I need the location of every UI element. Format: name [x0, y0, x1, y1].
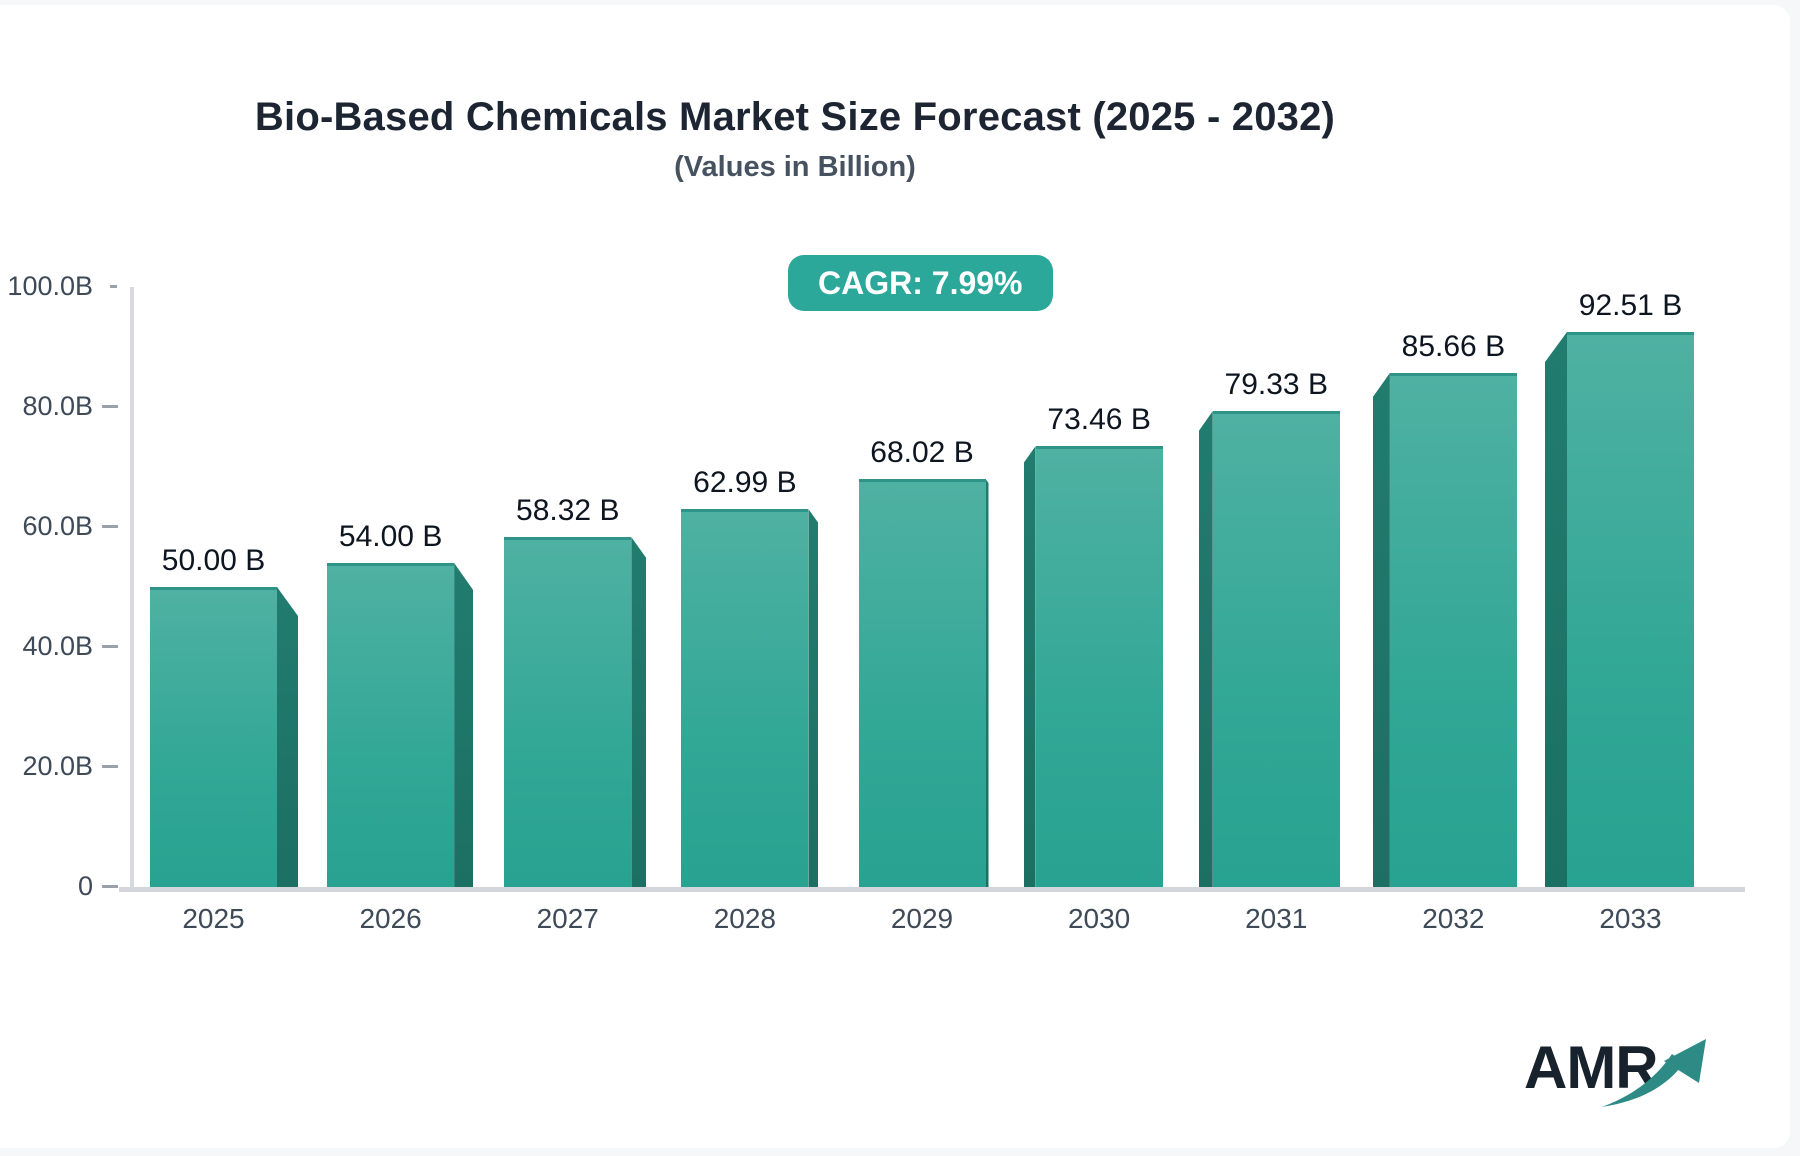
bar-value-label: 54.00 B: [338, 520, 443, 553]
x-tick-label: 2028: [713, 903, 777, 934]
chart-title: Bio-Based Chemicals Market Size Forecast…: [254, 95, 1336, 139]
bar-value-label: 73.46 B: [1047, 403, 1151, 436]
bar: [1035, 446, 1163, 887]
bar-side-face: [1372, 373, 1390, 887]
x-axis-line: [119, 887, 1745, 892]
x-tick-label: 2030: [1067, 903, 1131, 934]
y-tick-label: 100.0B: [7, 271, 93, 301]
bar-value-label: 68.02 B: [870, 436, 974, 469]
x-tick-label: 2026: [359, 903, 422, 934]
cagr-badge: CAGR: 7.99%: [788, 255, 1053, 311]
chart-card: Bio-Based Chemicals Market Size Forecast…: [0, 5, 1790, 1148]
bar: [681, 509, 809, 887]
bar: [504, 537, 632, 887]
x-tick-label: 2033: [1599, 903, 1662, 934]
bar-value-label: 58.32 B: [516, 494, 620, 527]
y-tick-dash: [102, 525, 118, 528]
x-tick-label: 2025: [182, 903, 245, 934]
y-tick-dash: [102, 885, 118, 888]
bar-chart-plot: 0 20.0B 40.0B 60.0B 80.0B 100.0B 50.00 B 54.00…: [7, 271, 1745, 934]
bar-side-face: [1023, 446, 1036, 887]
bar-side-face: [985, 479, 989, 887]
y-tick-dash: [110, 285, 117, 288]
bar-value-label: 92.51 B: [1578, 289, 1683, 322]
x-tick-label: 2027: [536, 903, 599, 934]
x-tick-label: 2032: [1422, 903, 1485, 934]
bar-side-face: [1545, 332, 1567, 887]
bar: [858, 479, 986, 887]
bar-value-label: 50.00 B: [161, 544, 266, 577]
bar: [1389, 373, 1517, 887]
amr-logo: AMR: [1516, 1029, 1726, 1119]
bar-side-face: [1198, 411, 1213, 887]
bar: [150, 587, 277, 887]
y-axis-line: [130, 287, 134, 890]
bar: [327, 563, 455, 887]
y-tick-label: 60.0B: [22, 511, 93, 541]
x-tick-label: 2031: [1245, 903, 1308, 934]
y-tick-dash: [102, 645, 118, 648]
y-tick-label: 40.0B: [22, 631, 93, 661]
bar: [1212, 411, 1340, 887]
bar-value-label: 79.33 B: [1224, 368, 1328, 401]
bar-side-face: [454, 563, 474, 887]
y-tick-label: 80.0B: [22, 391, 93, 421]
x-tick-label: 2029: [890, 903, 954, 934]
chart-subtitle: (Values in Billion): [674, 151, 916, 183]
bar-side-face: [277, 587, 298, 887]
y-tick-dash: [102, 765, 118, 768]
y-tick-label: 20.0B: [22, 751, 93, 781]
bar-side-face: [631, 537, 647, 887]
bar-value-label: 62.99 B: [693, 466, 797, 499]
growth-arrow-icon: [1602, 1039, 1706, 1107]
bar-value-label: 85.66 B: [1401, 330, 1506, 363]
y-tick-dash: [102, 405, 118, 408]
bar-side-face: [808, 509, 819, 887]
bar: [1567, 332, 1694, 887]
y-tick-label: 0: [77, 871, 93, 901]
